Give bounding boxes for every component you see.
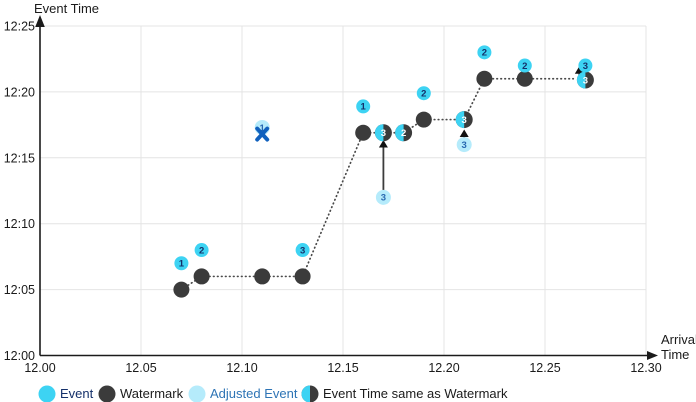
- half-legend-icon: [301, 385, 319, 402]
- adjusted-event-number: 3: [381, 193, 386, 204]
- legend-item-watermark: Watermark: [98, 384, 183, 402]
- event-legend-icon: [38, 385, 56, 402]
- adjusted-event-marker: [456, 137, 472, 153]
- watermark-marker: [516, 70, 533, 87]
- watermark-marker: [476, 70, 493, 87]
- x-axis-title-line2: Time: [661, 347, 690, 362]
- adjusted-event-marker: [375, 189, 391, 205]
- event-marker: [174, 256, 189, 271]
- legend-label: Watermark: [120, 386, 184, 401]
- same-as-watermark-half-icon: [455, 111, 465, 129]
- watermark-dotted-line: [180, 77, 575, 291]
- y-tick-label: 12:05: [4, 283, 35, 297]
- y-tick-label: 12:20: [4, 85, 35, 99]
- watermark-marker: [193, 268, 210, 285]
- event-number: 3: [583, 61, 588, 72]
- watermark-marker: [254, 268, 271, 285]
- same-as-watermark-half-icon: [576, 71, 586, 89]
- y-tick-label: 12:15: [4, 151, 35, 165]
- event-number: 3: [300, 245, 305, 256]
- event-marker: [578, 58, 593, 73]
- event-marker: [416, 86, 431, 101]
- legend-label: Adjusted Event: [210, 386, 298, 401]
- x-tick-label: 12.15: [327, 361, 358, 375]
- y-tick-label: 12:25: [4, 20, 35, 34]
- y-axis-arrowhead-icon: [35, 15, 45, 27]
- adjustment-arrowhead-icon: [378, 140, 388, 148]
- same-as-watermark-number: 2: [401, 128, 406, 139]
- legend-label: Event Time same as Watermark: [323, 386, 508, 401]
- x-tick-label: 12.30: [630, 361, 661, 375]
- watermark-marker: [415, 111, 432, 128]
- x-axis-title-line1: Arrival: [661, 332, 696, 347]
- x-axis-arrowhead-icon: [647, 351, 658, 360]
- dropped-event-x-icon: [255, 126, 270, 142]
- adjusted-legend-icon: [188, 385, 206, 402]
- event-number: 2: [482, 48, 487, 59]
- y-tick-label: 12:10: [4, 217, 35, 231]
- event-marker: [194, 243, 209, 258]
- legend-label: Event: [60, 386, 94, 401]
- event-number: 1: [361, 102, 367, 113]
- y-tick-label: 12:00: [4, 349, 35, 363]
- event-marker: [517, 58, 532, 73]
- event-number: 2: [421, 89, 426, 100]
- event-number: 2: [199, 245, 204, 256]
- adjusted-event-number: 1: [260, 123, 266, 134]
- watermark-legend-icon: [98, 385, 116, 402]
- legend-item-adjusted: Adjusted Event: [188, 384, 297, 402]
- watermark-marker: [294, 268, 311, 285]
- event-number: 1: [179, 259, 185, 270]
- watermark-marker: [173, 281, 190, 298]
- adjustment-arrowhead-icon: [574, 66, 584, 74]
- x-tick-label: 12.10: [226, 361, 257, 375]
- legend-item-half: Event Time same as Watermark: [301, 384, 507, 402]
- legend-item-event: Event: [38, 384, 93, 402]
- event-marker: [477, 45, 492, 60]
- same-as-watermark-number: 3: [462, 115, 467, 126]
- same-as-watermark-number: 3: [381, 128, 386, 139]
- event-marker: [295, 243, 310, 258]
- adjusted-event-number: 3: [462, 140, 467, 151]
- adjustment-arrowhead-icon: [459, 129, 469, 137]
- same-as-watermark-number: 3: [583, 75, 588, 86]
- x-tick-label: 12.00: [24, 361, 55, 375]
- same-as-watermark-half-icon: [374, 124, 384, 142]
- x-tick-label: 12.05: [125, 361, 156, 375]
- same-as-watermark-half-icon: [395, 124, 404, 142]
- event-number: 2: [522, 61, 527, 72]
- x-tick-label: 12.25: [529, 361, 560, 375]
- event-marker: [356, 99, 371, 114]
- y-axis-title: Event Time: [34, 1, 100, 16]
- watermark-marker: [355, 124, 372, 141]
- x-axis-title: Arrival Time: [661, 332, 696, 362]
- x-tick-label: 12.20: [428, 361, 459, 375]
